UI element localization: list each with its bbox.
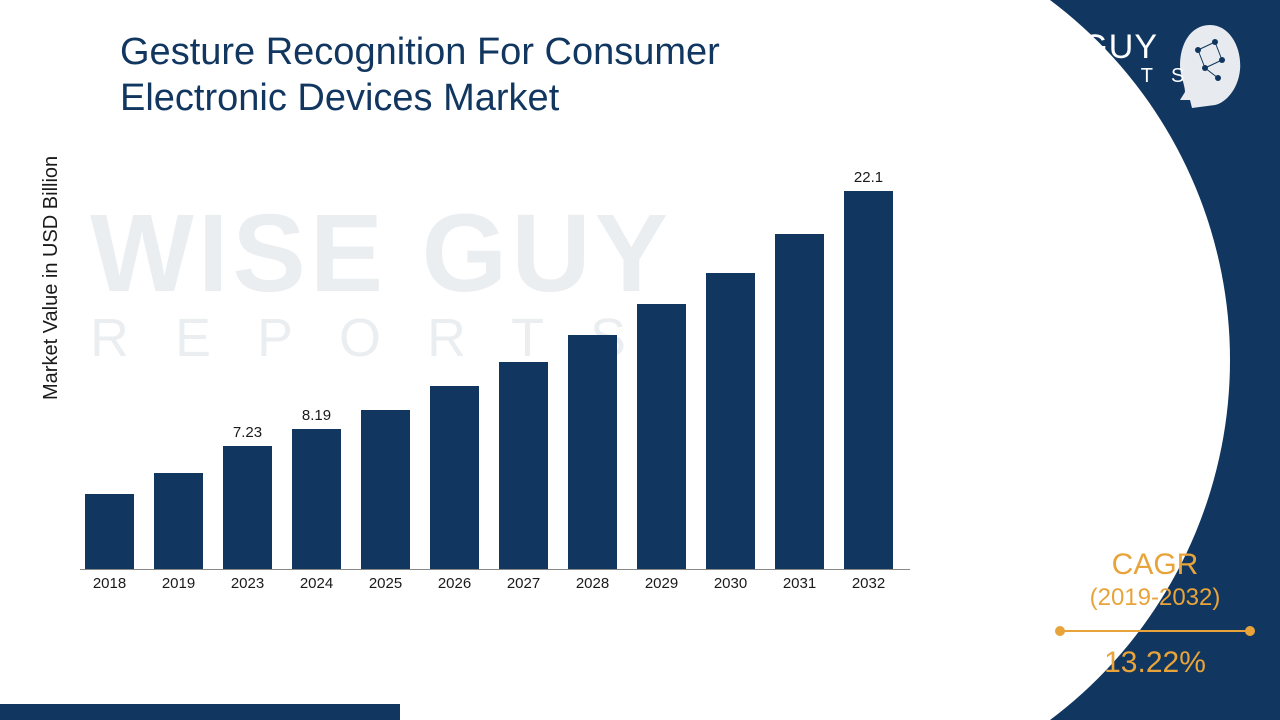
brand-logo: WISE GUY REPORTS — [980, 28, 1260, 88]
bar-value-label: 22.1 — [844, 169, 893, 186]
chart-title: Gesture Recognition For Consumer Electro… — [120, 30, 800, 121]
x-tick-label: 2023 — [218, 575, 277, 592]
x-tick-label: 2031 — [770, 575, 829, 592]
cagr-box: CAGR (2019-2032) 13.22% — [1030, 548, 1280, 680]
head-icon — [1170, 20, 1250, 110]
bar — [499, 362, 548, 569]
bar — [154, 473, 203, 569]
bar — [430, 386, 479, 569]
bar — [361, 410, 410, 569]
cagr-period: (2019-2032) — [1030, 584, 1280, 612]
footer-accent-bar — [0, 704, 400, 720]
bar — [706, 273, 755, 569]
bar — [568, 335, 617, 569]
bar: 22.1 — [844, 191, 893, 569]
x-tick-label: 2030 — [701, 575, 760, 592]
x-tick-label: 2025 — [356, 575, 415, 592]
bar — [85, 494, 134, 569]
cagr-value: 13.22% — [1030, 646, 1280, 680]
bar-chart: 7.23 8.19 22.1 2018 2019 2023 2024 2025 2026 202… — [80, 160, 910, 600]
bar-value-label: 8.19 — [292, 407, 341, 424]
x-tick-label: 2029 — [632, 575, 691, 592]
x-tick-label: 2028 — [563, 575, 622, 592]
bar: 8.19 — [292, 429, 341, 569]
cagr-label: CAGR — [1030, 548, 1280, 582]
x-tick-label: 2018 — [80, 575, 139, 592]
bar: 7.23 — [223, 446, 272, 570]
bar — [637, 304, 686, 569]
x-tick-label: 2032 — [839, 575, 898, 592]
cagr-divider — [1060, 630, 1250, 632]
x-tick-label: 2027 — [494, 575, 553, 592]
x-tick-label: 2026 — [425, 575, 484, 592]
plot-area: 7.23 8.19 22.1 — [80, 160, 910, 570]
y-axis-label: Market Value in USD Billion — [40, 156, 63, 400]
x-tick-label: 2019 — [149, 575, 208, 592]
bar-value-label: 7.23 — [223, 424, 272, 441]
x-tick-label: 2024 — [287, 575, 346, 592]
bar — [775, 234, 824, 569]
